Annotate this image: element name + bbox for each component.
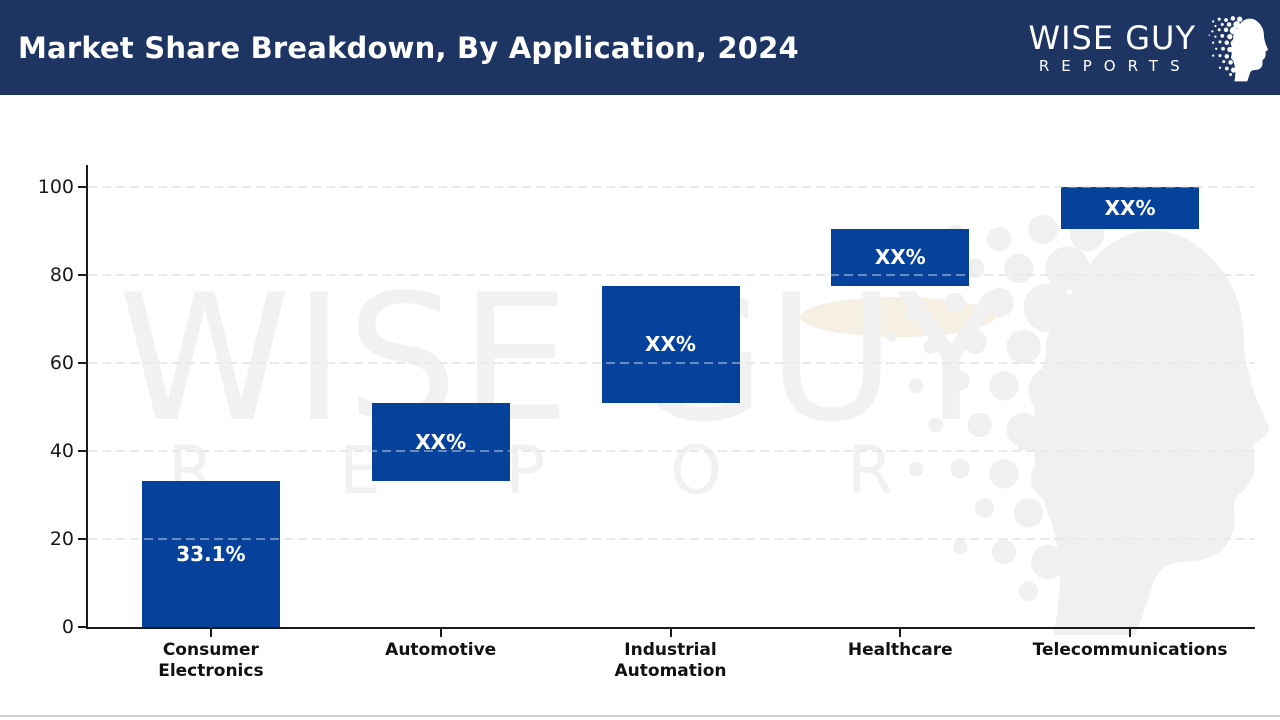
- bar-label: 33.1%: [176, 542, 246, 567]
- gridline: [88, 362, 1255, 364]
- y-tick-label: 80: [49, 264, 74, 286]
- bar: XX%: [1061, 187, 1200, 229]
- gridline: [88, 274, 1255, 276]
- y-axis-line: [86, 165, 88, 627]
- y-tick-label: 20: [49, 528, 74, 550]
- gridline: [88, 538, 1255, 540]
- gridline: [88, 450, 1255, 452]
- y-tick-mark: [78, 274, 86, 276]
- bar-label: XX%: [415, 430, 467, 454]
- logo-text: WISE GUY REPORTS: [1028, 22, 1196, 74]
- bar: XX%: [601, 286, 740, 403]
- bottom-rule: [0, 715, 1280, 717]
- header: Market Share Breakdown, By Application, …: [0, 0, 1280, 95]
- bar-label: XX%: [1104, 195, 1156, 220]
- gridline: [88, 538, 1255, 540]
- x-tick-mark: [669, 629, 672, 637]
- bar: XX%: [371, 402, 510, 482]
- x-tick-mark: [899, 629, 902, 637]
- y-tick-mark: [78, 626, 86, 628]
- logo-wordmark: WISE GUY: [1028, 18, 1196, 57]
- y-tick-mark: [78, 450, 86, 452]
- bar-label: XX%: [874, 245, 926, 270]
- y-tick-mark: [78, 186, 86, 188]
- x-tick-mark: [1129, 629, 1132, 637]
- page-title: Market Share Breakdown, By Application, …: [18, 30, 799, 65]
- x-tick-mark: [209, 629, 212, 637]
- category-label: Consumer Electronics: [158, 640, 264, 682]
- bar: 33.1%: [141, 481, 280, 627]
- x-axis-line: [86, 627, 1255, 629]
- y-tick-mark: [78, 538, 86, 540]
- category-label: Industrial Automation: [614, 640, 727, 682]
- gridline: [88, 274, 1255, 276]
- logo: WISE GUY REPORTS: [1028, 6, 1270, 90]
- category-label: Telecommunications: [1032, 640, 1228, 660]
- bar: XX%: [831, 228, 970, 286]
- category-label: Automotive: [385, 640, 497, 660]
- y-tick-label: 0: [61, 616, 74, 638]
- y-tick-label: 60: [49, 352, 74, 374]
- gridline: [88, 186, 1255, 188]
- watermark-wordmark: WISE GUY: [118, 258, 1007, 461]
- y-tick-mark: [78, 362, 86, 364]
- logo-head-icon: [1208, 15, 1268, 81]
- y-tick-label: 100: [37, 176, 74, 198]
- category-label: Healthcare: [847, 640, 953, 660]
- y-tick-label: 40: [49, 440, 74, 462]
- gridline: [88, 450, 1255, 452]
- bar-label: XX%: [645, 332, 696, 357]
- plot-area: 0 20 40 60 80 100 33.1% Consumer Electronics XX%…: [38, 165, 1255, 681]
- gridline: [88, 186, 1255, 188]
- logo-subtext: REPORTS: [1038, 56, 1192, 75]
- x-tick-mark: [439, 629, 442, 637]
